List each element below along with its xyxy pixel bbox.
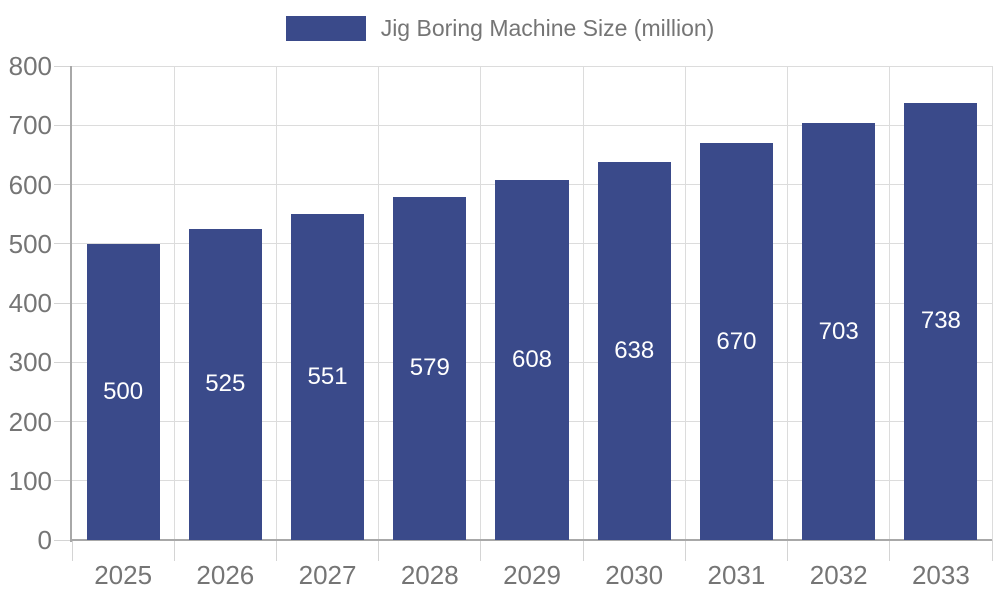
gridline-v: [275, 66, 277, 540]
y-axis-label: 600: [8, 169, 52, 200]
bar: [904, 102, 978, 540]
bar: [802, 123, 876, 540]
gridline-v: [684, 66, 686, 540]
axis-line-x: [70, 539, 992, 541]
gridline-v: [378, 66, 380, 540]
y-axis-label: 700: [8, 110, 52, 141]
y-tick: [54, 480, 72, 482]
y-tick: [54, 65, 72, 67]
y-tick: [54, 124, 72, 126]
bar-value-label: 670: [716, 327, 757, 355]
y-axis-label: 100: [8, 465, 52, 496]
x-tick: [275, 540, 277, 561]
bar: [393, 196, 467, 540]
legend-label: Jig Boring Machine Size (million): [380, 14, 715, 41]
gridline-v: [991, 66, 993, 540]
x-axis-label: 2032: [809, 560, 868, 590]
x-tick: [480, 540, 482, 561]
bar-value-label: 703: [818, 317, 859, 345]
x-tick: [991, 540, 993, 561]
gridline-v: [173, 66, 175, 540]
y-axis-label: 0: [37, 525, 52, 555]
x-axis-label: 2030: [605, 560, 664, 590]
bar: [86, 243, 160, 540]
y-axis-label: 300: [8, 347, 52, 378]
bar-value-label: 738: [920, 307, 961, 335]
y-tick: [54, 361, 72, 363]
x-tick: [71, 540, 73, 561]
gridline-v: [480, 66, 482, 540]
y-tick: [54, 539, 72, 541]
x-axis-label: 2029: [503, 560, 561, 590]
y-axis-label: 200: [8, 406, 52, 437]
bar: [188, 228, 262, 540]
x-tick: [582, 540, 584, 561]
x-tick: [173, 540, 175, 561]
x-axis-label: 2033: [911, 560, 970, 590]
bar-value-label: 500: [103, 377, 144, 405]
x-tick: [787, 540, 789, 561]
gridline-h: [72, 65, 992, 67]
gridline-v: [889, 66, 891, 540]
x-axis-label: 2025: [94, 560, 153, 590]
x-axis-label: 2026: [196, 560, 255, 590]
axis-line-y: [70, 66, 72, 542]
y-axis-label: 800: [8, 51, 52, 81]
x-axis-label: 2031: [707, 560, 766, 590]
bar: [291, 213, 365, 540]
bar-value-label: 638: [614, 336, 655, 364]
gridline-v: [582, 66, 584, 540]
x-tick: [378, 540, 380, 561]
y-tick: [54, 302, 72, 304]
bar: [597, 161, 671, 540]
gridline-h: [72, 124, 992, 126]
bar: [495, 179, 569, 540]
x-axis-label: 2027: [298, 560, 357, 590]
bar: [699, 143, 773, 540]
x-axis-label: 2028: [400, 560, 459, 590]
y-tick: [54, 421, 72, 422]
y-tick: [54, 243, 72, 245]
bar-value-label: 525: [205, 370, 246, 398]
y-tick: [54, 184, 72, 185]
bar-value-label: 579: [409, 354, 450, 382]
legend: Jig Boring Machine Size (million): [0, 12, 1000, 44]
y-axis-label: 400: [8, 288, 52, 318]
x-tick: [684, 540, 686, 561]
y-axis-label: 500: [8, 228, 52, 259]
x-tick: [889, 540, 891, 561]
legend-swatch: [285, 15, 366, 41]
gridline-v: [787, 66, 789, 540]
bar-value-label: 608: [511, 345, 553, 373]
bar-value-label: 551: [307, 362, 348, 390]
